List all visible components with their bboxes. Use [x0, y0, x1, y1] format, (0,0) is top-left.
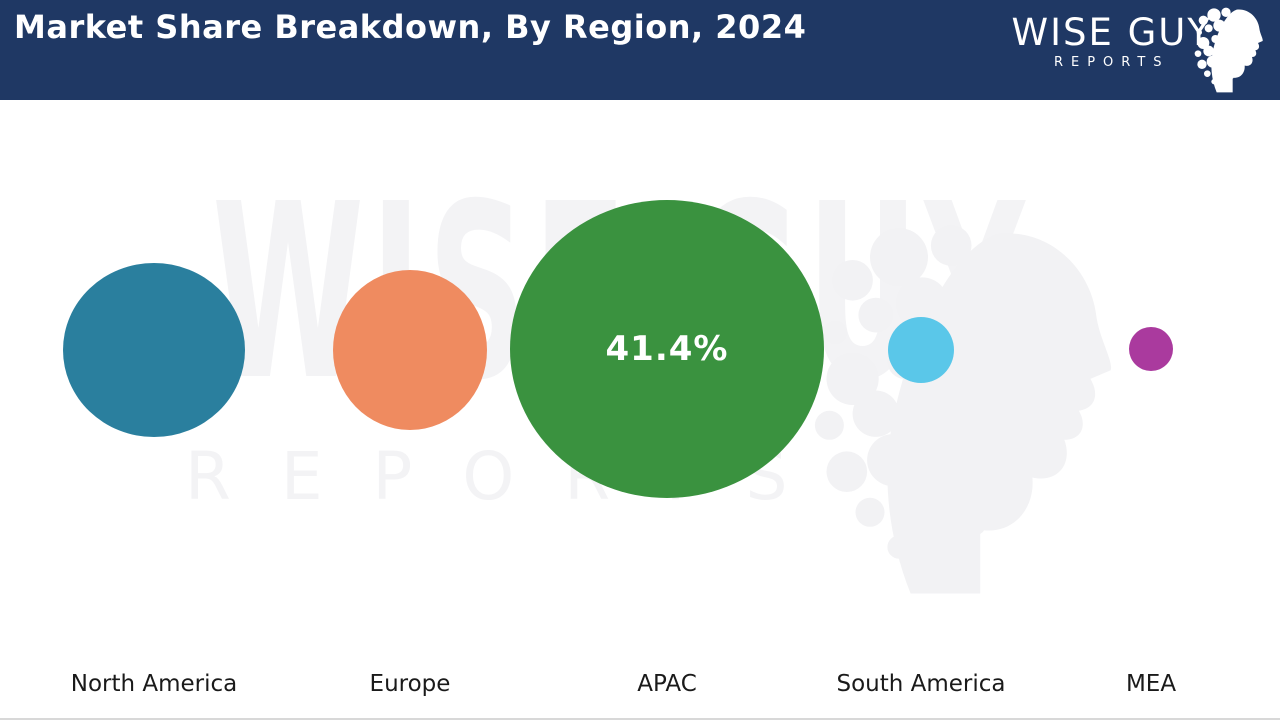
brand-name: WISE GUY — [1011, 11, 1212, 54]
category-label-south-america: South America — [836, 671, 1006, 697]
brand-logo-text: WISE GUY REPORTS — [1011, 11, 1212, 71]
brand-head-icon — [1194, 7, 1263, 93]
brand-logo: WISE GUY REPORTS — [1011, 2, 1270, 98]
bottom-divider — [0, 718, 1280, 720]
bubble-europe — [333, 270, 487, 430]
bubble-apac: 41.4% — [510, 200, 824, 498]
header-bar: Market Share Breakdown, By Region, 2024 … — [0, 0, 1280, 100]
bubble-mea — [1129, 327, 1173, 371]
watermark-head-icon — [814, 225, 1112, 594]
category-label-mea: MEA — [1125, 671, 1177, 697]
bubble-south-america — [888, 317, 954, 383]
bubble-north-america — [63, 263, 245, 437]
page-title: Market Share Breakdown, By Region, 2024 — [14, 8, 807, 46]
category-label-europe: Europe — [369, 671, 451, 697]
category-label-north-america: North America — [70, 671, 238, 697]
brand-subname: REPORTS — [1053, 55, 1170, 70]
category-label-apac: APAC — [637, 671, 697, 697]
bubble-value-label: 41.4% — [605, 329, 729, 369]
